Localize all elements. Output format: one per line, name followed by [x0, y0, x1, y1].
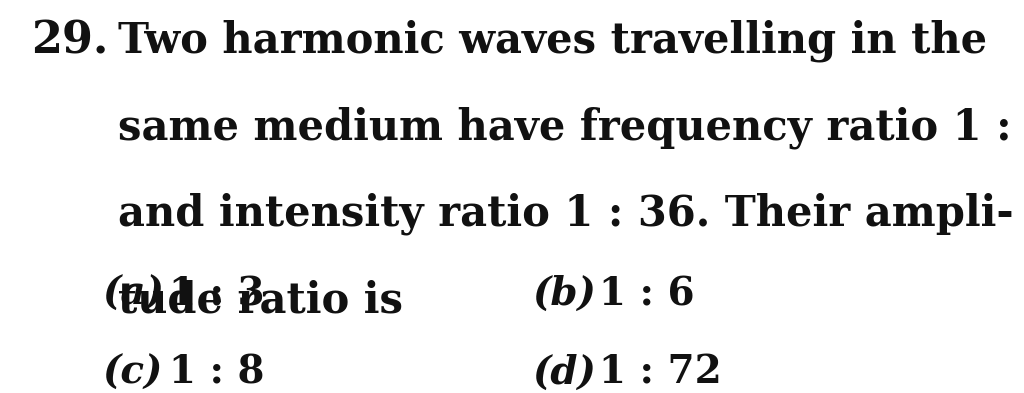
- Text: Two harmonic waves travelling in the: Two harmonic waves travelling in the: [118, 20, 987, 62]
- Text: 29.: 29.: [31, 20, 109, 62]
- Text: and intensity ratio 1 : 36. Their ampli-: and intensity ratio 1 : 36. Their ampli-: [118, 193, 1014, 235]
- Text: 1 : 8: 1 : 8: [169, 354, 264, 392]
- Text: 1 : 3: 1 : 3: [169, 275, 264, 313]
- Text: (c): (c): [102, 354, 163, 392]
- Text: (b): (b): [532, 275, 596, 313]
- Text: (d): (d): [532, 354, 596, 392]
- Text: tude ratio is: tude ratio is: [118, 279, 402, 321]
- Text: 1 : 6: 1 : 6: [599, 275, 694, 313]
- Text: same medium have frequency ratio 1 : 2: same medium have frequency ratio 1 : 2: [118, 106, 1024, 149]
- Text: 1 : 72: 1 : 72: [599, 354, 722, 392]
- Text: (a): (a): [102, 275, 165, 313]
